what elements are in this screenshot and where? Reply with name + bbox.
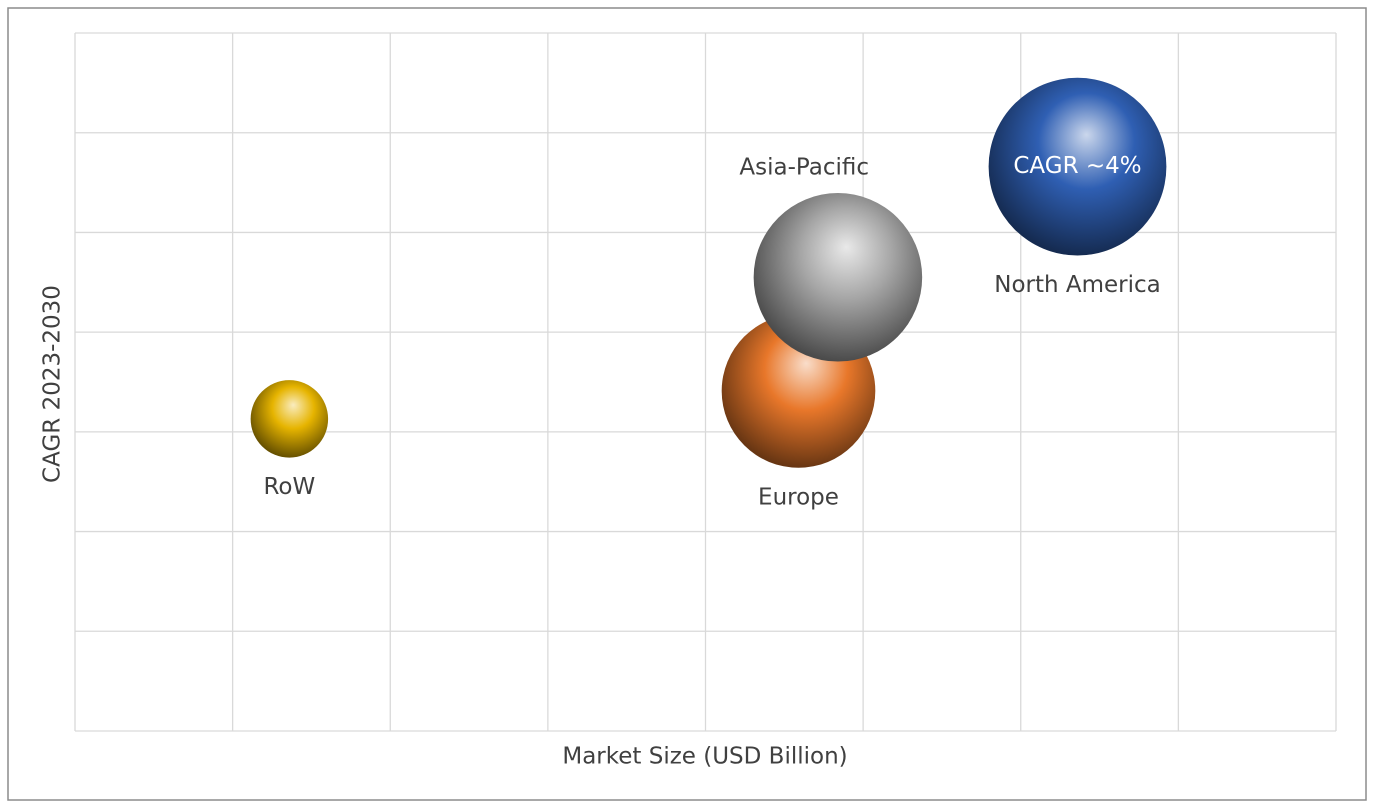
data-label: Europe <box>758 484 839 510</box>
data-label: RoW <box>263 474 315 500</box>
bubble <box>250 380 329 458</box>
x-axis-label: Market Size (USD Billion) <box>562 744 847 770</box>
chart-border <box>7 7 1367 801</box>
data-label: Asia-Pacific <box>739 154 869 180</box>
data-label: North America <box>994 272 1161 298</box>
bubble <box>753 193 923 362</box>
y-axis-label: CAGR 2023-2030 <box>40 285 66 483</box>
annotation: CAGR ~4% <box>1013 153 1141 179</box>
bubble <box>988 77 1167 256</box>
